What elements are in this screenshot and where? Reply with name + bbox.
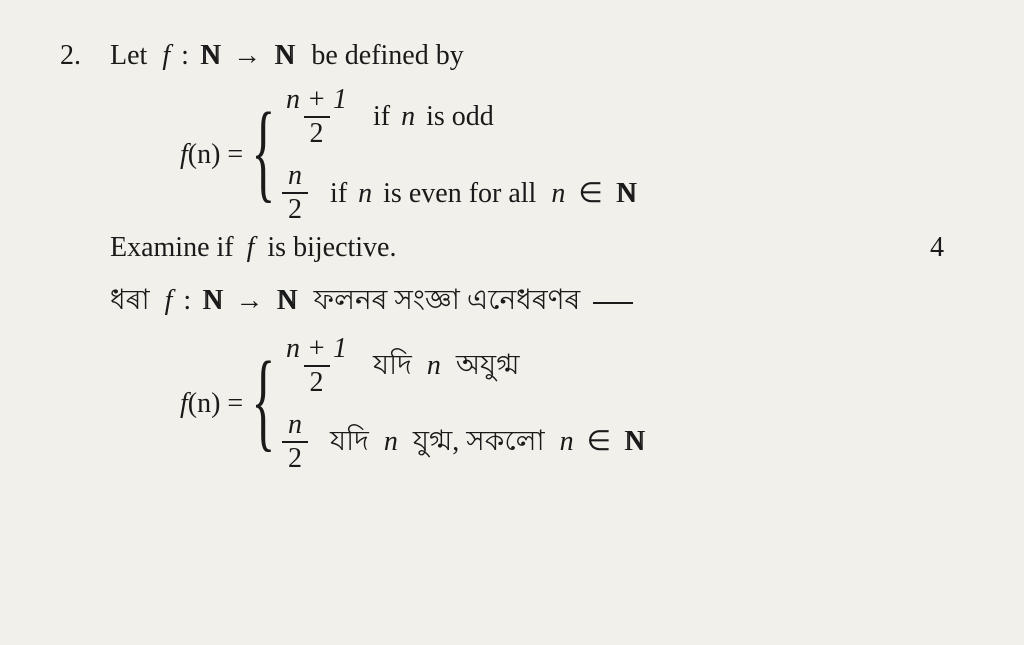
case-row-odd: n + 1 2 if n is odd bbox=[278, 86, 636, 148]
frac-even-num-as: n bbox=[284, 411, 306, 441]
cases-as: n + 1 2 যদি n অযুগ্ম n 2 যদি n যুগ্ম, সক… bbox=[278, 335, 644, 473]
set-N-codomain-as: N bbox=[276, 285, 296, 317]
cond-odd-as: যদি n অযুগ্ম bbox=[373, 343, 520, 390]
cond-odd-if-as: যদি bbox=[373, 350, 412, 381]
cond-even-var-as: n bbox=[384, 426, 398, 457]
page: 2. Let f : N → N be defined by f (n) = {… bbox=[0, 0, 1024, 645]
frac-odd-num-as: n + 1 bbox=[282, 335, 351, 365]
question-intro-en: 2. Let f : N → N be defined by bbox=[110, 40, 954, 72]
cond-even: if n is even for all n ∈ N bbox=[330, 176, 636, 210]
brace-icon: { bbox=[252, 113, 276, 190]
set-N-domain-as: N bbox=[202, 285, 222, 317]
marks: 4 bbox=[930, 232, 954, 264]
cond-odd-rest-as: অযুগ্ম bbox=[456, 350, 520, 381]
frac-even: n 2 bbox=[282, 162, 308, 224]
cond-odd-if: if bbox=[373, 101, 390, 132]
examine-row: Examine if f is bijective. 4 bbox=[110, 232, 954, 264]
cond-even-if-as: যদি bbox=[330, 426, 369, 457]
element-of-icon-as: ∈ bbox=[587, 426, 611, 457]
cond-odd-rest: is odd bbox=[426, 101, 494, 132]
cond-odd-var-as: n bbox=[427, 350, 441, 381]
piecewise-en: f (n) = { n + 1 2 if n is odd n 2 bbox=[180, 86, 954, 224]
frac-even-den-as: 2 bbox=[282, 441, 308, 473]
frac-even-as: n 2 bbox=[282, 411, 308, 473]
examine-pre: Examine if bbox=[110, 232, 234, 263]
frac-even-num: n bbox=[284, 162, 306, 192]
cond-even-as: যদি n যুগ্ম, সকলো n ∈ N bbox=[330, 419, 644, 466]
symbol-colon-as: : bbox=[183, 285, 191, 316]
frac-odd-den: 2 bbox=[304, 116, 330, 148]
frac-even-den: 2 bbox=[282, 192, 308, 224]
set-N-codomain: N bbox=[274, 40, 294, 72]
text-def-as: ফলনৰ সংজ্ঞা এনেধৰণৰ bbox=[314, 285, 581, 316]
examine-f: f bbox=[247, 232, 255, 263]
set-N-for-all-as: N bbox=[624, 426, 644, 458]
case-row-odd-as: n + 1 2 যদি n অযুগ্ম bbox=[278, 335, 644, 397]
fn-lhs-arg: (n) = bbox=[188, 139, 243, 171]
fn-lhs-f-as: f bbox=[180, 388, 188, 420]
case-row-even-as: n 2 যদি n যুগ্ম, সকলো n ∈ N bbox=[278, 411, 644, 473]
symbol-f-as: f bbox=[165, 285, 173, 316]
set-N-domain: N bbox=[200, 40, 220, 72]
cond-even-n2-as: n bbox=[560, 426, 574, 457]
frac-odd-den-as: 2 bbox=[304, 365, 330, 397]
fn-lhs-f: f bbox=[180, 139, 188, 171]
cond-odd-var: n bbox=[401, 101, 415, 132]
text-defined-by: be defined by bbox=[311, 40, 463, 71]
brace-icon-as: { bbox=[252, 362, 276, 439]
cond-even-rest: is even for all bbox=[383, 178, 536, 209]
cond-even-var: n bbox=[358, 178, 372, 209]
examine-post: is bijective. bbox=[267, 232, 396, 263]
frac-odd-as: n + 1 2 bbox=[282, 335, 351, 397]
cond-even-n2: n bbox=[551, 178, 565, 209]
fn-lhs-arg-as: (n) = bbox=[188, 388, 243, 420]
dash-icon bbox=[593, 302, 633, 304]
question-number: 2. bbox=[60, 40, 81, 72]
question-intro-as: ধৰা f : N → N ফলনৰ সংজ্ঞা এনেধৰণৰ bbox=[110, 278, 954, 325]
set-N-for-all: N bbox=[616, 178, 636, 210]
symbol-f: f bbox=[162, 40, 170, 71]
frac-odd-num: n + 1 bbox=[282, 86, 351, 116]
cases-en: n + 1 2 if n is odd n 2 if n is even for bbox=[278, 86, 636, 224]
cond-odd: if n is odd bbox=[373, 101, 494, 133]
cond-even-rest-as: যুগ্ম, সকলো bbox=[413, 426, 545, 457]
symbol-colon: : bbox=[181, 40, 189, 71]
cond-even-if: if bbox=[330, 178, 347, 209]
arrow-icon: → bbox=[233, 40, 261, 72]
arrow-icon-as: → bbox=[235, 285, 263, 317]
case-row-even: n 2 if n is even for all n ∈ N bbox=[278, 162, 636, 224]
piecewise-as: f (n) = { n + 1 2 যদি n অযুগ্ম n 2 bbox=[180, 335, 954, 473]
text-dhora: ধৰা bbox=[110, 285, 150, 316]
text-let: Let bbox=[110, 40, 147, 71]
element-of-icon: ∈ bbox=[578, 178, 602, 209]
frac-odd: n + 1 2 bbox=[282, 86, 351, 148]
